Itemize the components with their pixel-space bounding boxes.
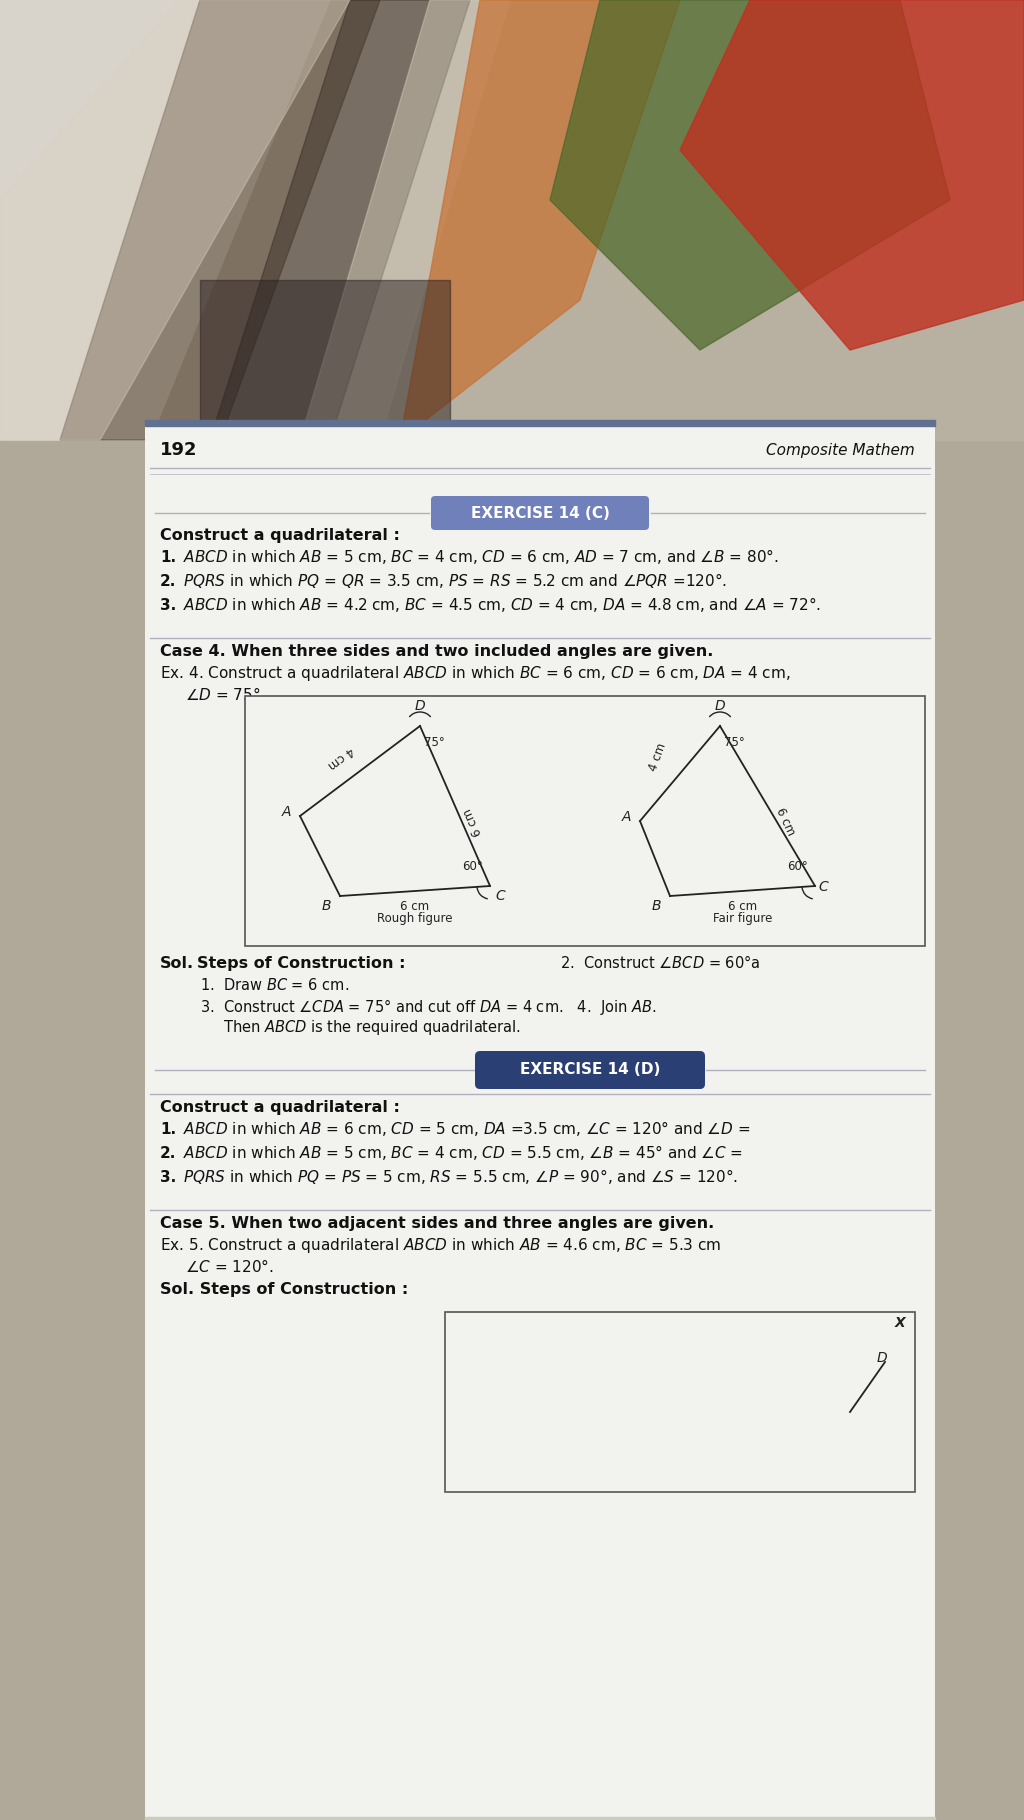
Bar: [145, 420, 935, 426]
Text: Steps of Construction :: Steps of Construction :: [197, 956, 406, 972]
Text: EXERCISE 14 (D): EXERCISE 14 (D): [520, 1063, 660, 1077]
Text: $ABCD$ in which $AB$ = 6 cm, $CD$ = 5 cm, $DA$ =3.5 cm, $\angle C$ = 120° and $\: $ABCD$ in which $AB$ = 6 cm, $CD$ = 5 cm…: [183, 1119, 751, 1138]
Polygon shape: [60, 0, 380, 440]
Text: Case 5. When two adjacent sides and three angles are given.: Case 5. When two adjacent sides and thre…: [160, 1216, 715, 1230]
Text: X: X: [895, 1316, 906, 1330]
Text: 6 cm: 6 cm: [728, 901, 757, 914]
Text: Ex. 5. Construct a quadrilateral $ABCD$ in which $AB$ = 4.6 cm, $BC$ = 5.3 cm: Ex. 5. Construct a quadrilateral $ABCD$ …: [160, 1236, 721, 1256]
Text: Construct a quadrilateral :: Construct a quadrilateral :: [160, 1099, 400, 1116]
Text: 2.  Construct $\angle BCD$ = 60°a: 2. Construct $\angle BCD$ = 60°a: [560, 954, 761, 972]
Text: 1.: 1.: [160, 1121, 176, 1138]
Text: B: B: [322, 899, 332, 914]
Text: Sol.: Sol.: [160, 956, 195, 972]
Text: 75°: 75°: [424, 735, 444, 750]
Polygon shape: [680, 0, 1024, 349]
Text: $\angle C$ = 120°.: $\angle C$ = 120°.: [185, 1258, 273, 1276]
Text: 6 cm: 6 cm: [773, 806, 798, 837]
Text: A: A: [282, 804, 292, 819]
Polygon shape: [0, 0, 350, 440]
FancyBboxPatch shape: [475, 1050, 705, 1088]
Text: 3.: 3.: [160, 599, 176, 613]
Text: C: C: [818, 881, 827, 894]
Text: 1.: 1.: [160, 550, 176, 564]
Text: Sol. Steps of Construction :: Sol. Steps of Construction :: [160, 1281, 409, 1298]
Text: 2.: 2.: [160, 573, 176, 590]
Text: $ABCD$ in which $AB$ = 4.2 cm, $BC$ = 4.5 cm, $CD$ = 4 cm, $DA$ = 4.8 cm, and $\: $ABCD$ in which $AB$ = 4.2 cm, $BC$ = 4.…: [183, 595, 821, 613]
Text: Construct a quadrilateral :: Construct a quadrilateral :: [160, 528, 400, 542]
Text: Composite Mathem: Composite Mathem: [766, 442, 915, 459]
Text: 192: 192: [160, 440, 198, 459]
Text: $PQRS$ in which $PQ$ = $QR$ = 3.5 cm, $PS$ = $RS$ = 5.2 cm and $\angle PQR$ =120: $PQRS$ in which $PQ$ = $QR$ = 3.5 cm, $P…: [183, 571, 727, 590]
Bar: [245, 695, 925, 946]
Text: D: D: [415, 699, 426, 713]
Text: EXERCISE 14 (C): EXERCISE 14 (C): [471, 506, 609, 521]
Polygon shape: [400, 0, 680, 440]
Text: Rough figure: Rough figure: [377, 912, 453, 925]
Polygon shape: [0, 0, 330, 440]
Text: Fair figure: Fair figure: [713, 912, 772, 925]
Polygon shape: [550, 0, 950, 349]
Bar: [200, 280, 450, 440]
Text: 4 cm: 4 cm: [647, 743, 669, 774]
Text: 60°: 60°: [462, 861, 482, 874]
Bar: [0, 0, 1024, 440]
Text: A: A: [622, 810, 632, 824]
Text: Case 4. When three sides and two included angles are given.: Case 4. When three sides and two include…: [160, 644, 714, 659]
Text: 3.  Construct $\angle CDA$ = 75° and cut off $DA$ = 4 cm.   4.  Join $AB$.: 3. Construct $\angle CDA$ = 75° and cut …: [200, 997, 656, 1017]
Text: $ABCD$ in which $AB$ = 5 cm, $BC$ = 4 cm, $CD$ = 5.5 cm, $\angle B$ = 45° and $\: $ABCD$ in which $AB$ = 5 cm, $BC$ = 4 cm…: [183, 1143, 743, 1161]
FancyBboxPatch shape: [431, 497, 649, 530]
Text: 2.: 2.: [160, 1147, 176, 1161]
Text: 4 cm: 4 cm: [325, 743, 355, 772]
Text: C: C: [495, 888, 505, 903]
Text: Then $ABCD$ is the required quadrilateral.: Then $ABCD$ is the required quadrilatera…: [200, 1017, 521, 1037]
Text: 6 cm: 6 cm: [400, 901, 429, 914]
Text: D: D: [715, 699, 726, 713]
Polygon shape: [210, 0, 470, 440]
Bar: [445, 1312, 915, 1492]
Text: 1.  Draw $BC$ = 6 cm.: 1. Draw $BC$ = 6 cm.: [200, 977, 349, 994]
Text: $ABCD$ in which $AB$ = 5 cm, $BC$ = 4 cm, $CD$ = 6 cm, $AD$ = 7 cm, and $\angle : $ABCD$ in which $AB$ = 5 cm, $BC$ = 4 cm…: [183, 548, 779, 566]
Text: B: B: [652, 899, 662, 914]
Bar: [145, 1816, 935, 1820]
Text: $\angle D$ = 75°.: $\angle D$ = 75°.: [185, 686, 265, 703]
Text: 60°: 60°: [787, 861, 808, 874]
Polygon shape: [300, 0, 510, 440]
Text: 75°: 75°: [724, 735, 744, 750]
Text: $PQRS$ in which $PQ$ = $PS$ = 5 cm, $RS$ = 5.5 cm, $\angle P$ = 90°, and $\angle: $PQRS$ in which $PQ$ = $PS$ = 5 cm, $RS$…: [183, 1167, 738, 1187]
Text: Ex. 4. Construct a quadrilateral $ABCD$ in which $BC$ = 6 cm, $CD$ = 6 cm, $DA$ : Ex. 4. Construct a quadrilateral $ABCD$ …: [160, 664, 791, 682]
Text: 3.: 3.: [160, 1170, 176, 1185]
Text: D: D: [877, 1350, 888, 1365]
Text: 6 cm: 6 cm: [461, 806, 484, 837]
Bar: [145, 420, 935, 1820]
